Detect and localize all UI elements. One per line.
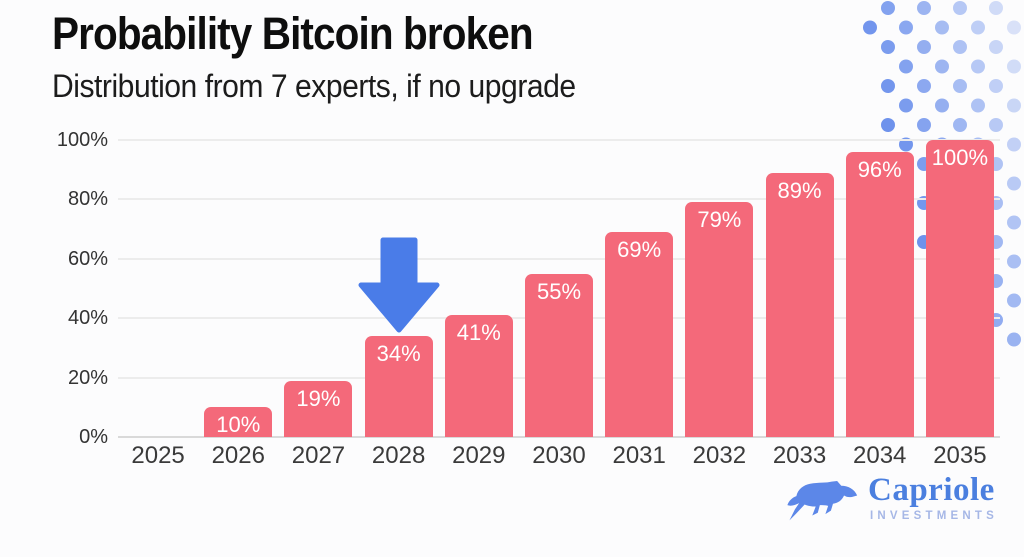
bar-value-label: 34% [376, 341, 421, 367]
bar-value-label: 55% [536, 278, 582, 304]
x-tick-label: 2033 [772, 442, 827, 469]
capriole-horse-icon [787, 480, 858, 521]
x-tick-label: 2035 [933, 442, 987, 469]
page-title: Probability Bitcoin broken [52, 8, 534, 59]
bar-2029 [444, 315, 513, 437]
x-tick-label: 2025 [131, 442, 185, 469]
bar-2027 [284, 380, 353, 437]
y-tick-label: 80% [67, 188, 108, 211]
bar-2034 [845, 151, 914, 437]
x-tick-label: 2034 [853, 442, 907, 469]
highlight-arrow-icon [358, 237, 440, 333]
bar-2032 [685, 202, 754, 437]
bar-2033 [765, 172, 834, 437]
bar-2030 [525, 273, 593, 437]
bar-value-label: 89% [777, 177, 822, 203]
x-tick-label: 2032 [692, 442, 747, 469]
bar-value-label: 100% [931, 145, 989, 170]
gridline-80 [118, 198, 1000, 201]
bar-2035 [925, 140, 994, 437]
page-subtitle: Distribution from 7 experts, if no upgra… [52, 68, 576, 104]
x-tick-label: 2031 [612, 442, 666, 469]
bar-2028 [364, 336, 433, 437]
bar-value-label: 19% [296, 385, 341, 411]
y-tick-label: 60% [67, 247, 108, 270]
bar-value-label: 41% [456, 320, 501, 346]
y-tick-label: 20% [67, 366, 108, 389]
bar-value-label: 79% [697, 207, 742, 233]
x-tick-label: 2026 [211, 442, 265, 469]
gridline-100 [118, 139, 1000, 141]
gridline-0 [118, 436, 1000, 438]
x-tick-label: 2027 [291, 442, 346, 469]
bar-2026 [204, 407, 273, 437]
bar-value-label: 69% [617, 237, 662, 263]
brand-tagline: INVESTMENTS [870, 510, 998, 522]
gridline-60 [118, 257, 1000, 260]
x-tick-label: 2030 [532, 442, 586, 469]
y-tick-label: 100% [56, 129, 108, 151]
x-tick-label: 2029 [452, 442, 506, 469]
y-tick-label: 0% [79, 426, 108, 448]
y-tick-label: 40% [67, 307, 108, 330]
bar-value-label: 96% [857, 156, 902, 182]
brand-name: Capriole [868, 472, 995, 508]
bar-2031 [605, 232, 674, 437]
x-tick-label: 2028 [371, 442, 426, 469]
bar-value-label: 10% [216, 412, 261, 438]
